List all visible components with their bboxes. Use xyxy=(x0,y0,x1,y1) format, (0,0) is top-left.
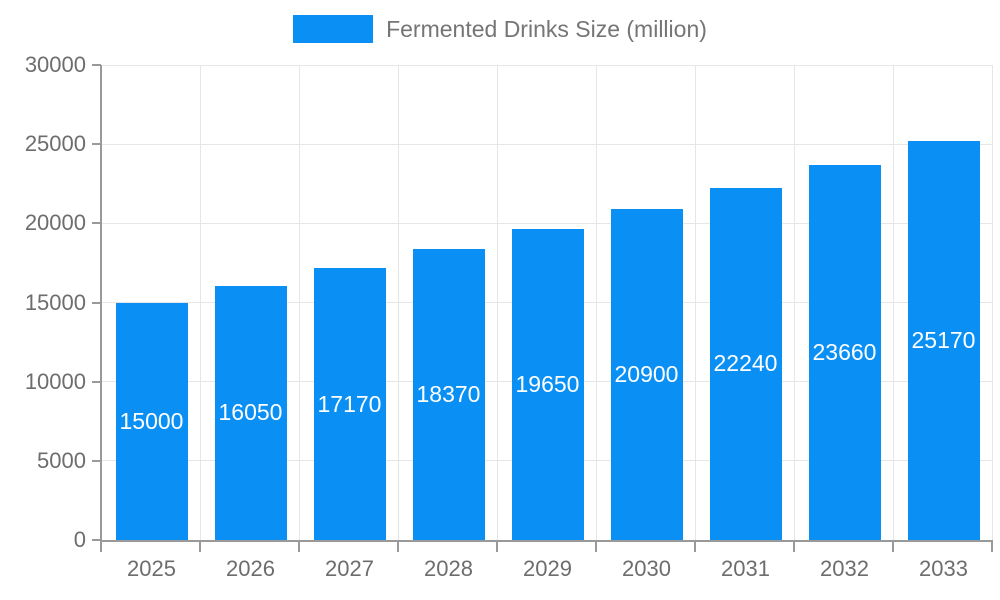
x-axis-tick xyxy=(595,542,597,552)
bar-value-label: 22240 xyxy=(713,350,778,377)
plot-area: 15000 16050 17170 18370 19650 20900 22240 23660… xyxy=(100,64,993,542)
x-axis-label: 2028 xyxy=(424,556,473,581)
x-axis-label: 2033 xyxy=(919,556,968,581)
x-axis-label: 2032 xyxy=(820,556,869,581)
legend-swatch xyxy=(293,15,374,43)
x-gridline xyxy=(398,65,399,540)
legend[interactable]: Fermented Drinks Size (million) xyxy=(0,15,1000,43)
x-axis-label: 2030 xyxy=(622,556,671,581)
y-axis-label: 15000 xyxy=(24,289,86,315)
bar[interactable]: 18370 xyxy=(412,249,485,540)
x-axis-tick xyxy=(397,542,399,552)
x-gridline xyxy=(893,65,894,540)
x-axis-tick xyxy=(892,542,894,552)
y-gridline xyxy=(102,222,993,224)
x-axis-label: 2025 xyxy=(127,556,176,581)
x-axis-label: 2026 xyxy=(226,556,275,581)
bar-value-label: 23660 xyxy=(812,339,877,366)
x-axis-tick xyxy=(694,542,696,552)
x-axis-tick xyxy=(100,542,102,552)
bar[interactable]: 23660 xyxy=(808,165,881,540)
x-axis-label: 2031 xyxy=(721,556,770,581)
x-axis-label: 2027 xyxy=(325,556,374,581)
bar[interactable]: 15000 xyxy=(115,302,188,540)
y-axis-label: 10000 xyxy=(24,368,86,394)
x-gridline xyxy=(596,65,597,540)
x-gridline xyxy=(497,65,498,540)
x-gridline xyxy=(992,65,993,540)
legend-label: Fermented Drinks Size (million) xyxy=(386,15,707,42)
y-gridline xyxy=(102,64,993,66)
y-axis-tick xyxy=(92,539,101,541)
x-axis-tick xyxy=(793,542,795,552)
y-axis-tick xyxy=(92,459,101,462)
y-gridline xyxy=(102,143,993,145)
x-axis-tick xyxy=(496,542,498,552)
y-axis-label: 5000 xyxy=(37,447,86,473)
x-gridline xyxy=(299,65,300,540)
x-gridline xyxy=(695,65,696,540)
x-axis-tick xyxy=(991,542,993,552)
bar-value-label: 16050 xyxy=(218,399,283,426)
y-axis-tick xyxy=(92,143,101,146)
x-axis-tick xyxy=(199,542,201,552)
bar[interactable]: 16050 xyxy=(214,285,287,540)
x-axis-label: 2029 xyxy=(523,556,572,581)
y-axis-tick xyxy=(92,64,101,66)
y-axis-tick xyxy=(92,380,101,383)
y-axis-tick xyxy=(92,222,101,225)
y-axis-label: 30000 xyxy=(24,52,86,77)
x-gridline xyxy=(794,65,795,540)
bar[interactable]: 17170 xyxy=(313,268,386,540)
bar[interactable]: 19650 xyxy=(511,228,584,540)
bar-value-label: 18370 xyxy=(416,381,481,408)
x-axis-tick xyxy=(298,542,300,552)
bar-value-label: 19650 xyxy=(515,370,580,397)
bar[interactable]: 25170 xyxy=(907,141,980,540)
bar[interactable]: 22240 xyxy=(709,187,782,540)
bar-value-label: 25170 xyxy=(911,327,976,354)
x-gridline xyxy=(200,65,201,540)
y-axis-tick xyxy=(92,301,101,304)
bar-value-label: 15000 xyxy=(119,407,184,434)
bar-value-label: 20900 xyxy=(614,361,679,388)
bar-value-label: 17170 xyxy=(317,390,382,417)
y-axis-label: 20000 xyxy=(24,210,86,236)
bar[interactable]: 20900 xyxy=(610,209,683,540)
y-axis-label: 0 xyxy=(73,527,86,552)
y-axis-label: 25000 xyxy=(24,131,86,157)
